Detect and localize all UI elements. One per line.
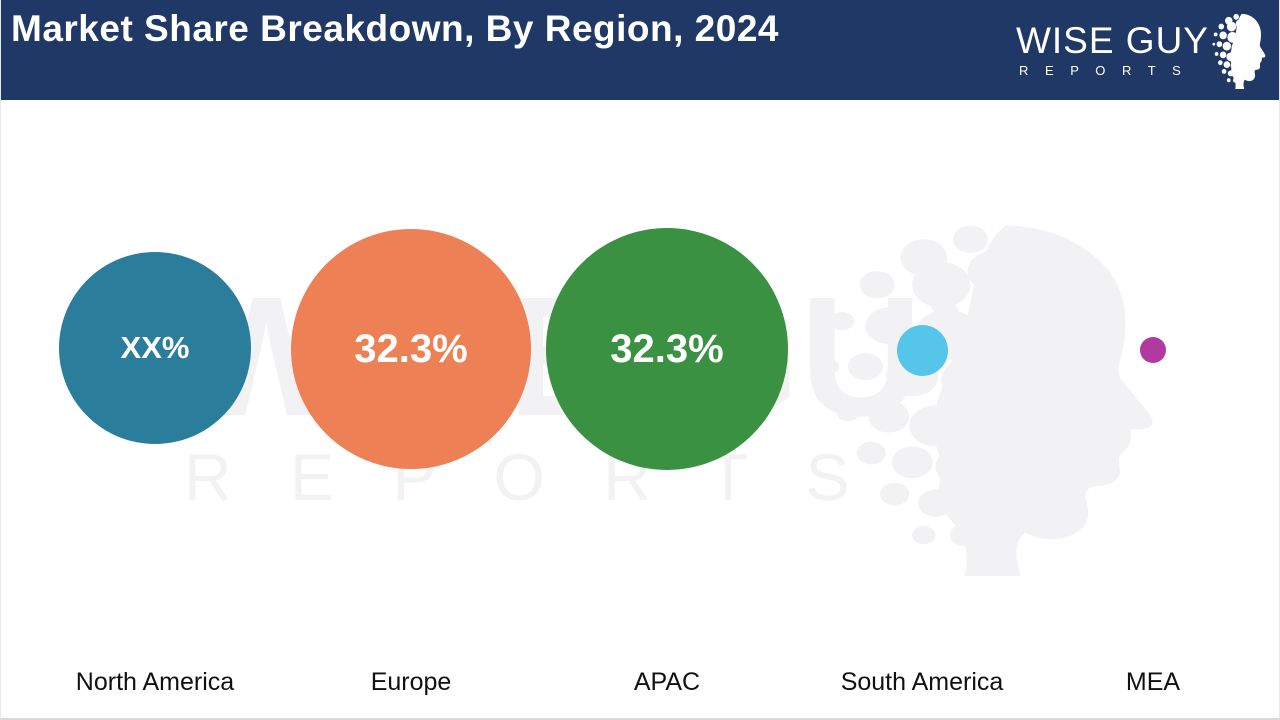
watermark-head-icon: [821, 225, 1153, 576]
brand-logo-text: WISE GUY R E P O R T S: [1015, 20, 1209, 79]
bubble-apac: 32.3%: [546, 228, 788, 470]
bubble-value-europe: 32.3%: [354, 326, 468, 371]
brand-name: WISE GUY: [1015, 20, 1209, 61]
brand-logo: WISE GUY R E P O R T S: [1016, 8, 1267, 92]
bubble-south-america: [896, 324, 948, 376]
axis-label-apac: APAC: [633, 668, 701, 696]
axis-label-south-america: South America: [840, 668, 1004, 696]
axis-label-mea: MEA: [1125, 668, 1181, 696]
brand-subtitle: R E P O R T S: [1018, 63, 1188, 78]
axis-label-north-america: North America: [75, 668, 235, 696]
header: Market Share Breakdown, By Region, 2024 …: [1, 0, 1279, 100]
watermark-reports-text: R E P O R T S: [184, 440, 870, 514]
page-title: Market Share Breakdown, By Region, 2024: [11, 8, 779, 49]
bubble-north-america: XX%: [59, 252, 251, 444]
bubble-mea: [1140, 337, 1166, 363]
brand-head-icon: [1212, 13, 1266, 89]
bubble-value-apac: 32.3%: [610, 326, 724, 371]
bubble-europe: 32.3%: [291, 229, 531, 469]
axis-label-europe: Europe: [370, 668, 452, 696]
bubble-value-north-america: XX%: [120, 330, 190, 365]
